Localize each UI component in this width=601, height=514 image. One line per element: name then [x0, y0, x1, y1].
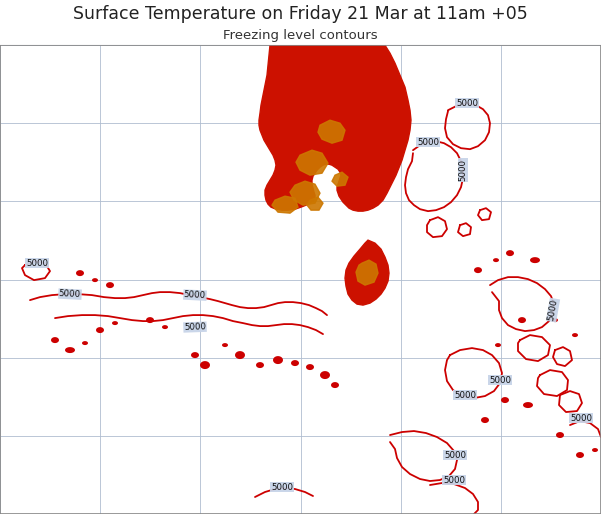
Polygon shape	[332, 172, 348, 186]
Polygon shape	[273, 356, 283, 364]
Polygon shape	[307, 197, 323, 210]
Polygon shape	[106, 282, 114, 288]
Text: Freezing level contours: Freezing level contours	[223, 29, 378, 42]
Text: 5000: 5000	[417, 138, 439, 146]
Polygon shape	[493, 258, 499, 262]
Polygon shape	[552, 318, 558, 322]
Polygon shape	[576, 452, 584, 458]
Polygon shape	[592, 448, 598, 452]
Text: Surface Temperature on Friday 21 Mar at 11am +05: Surface Temperature on Friday 21 Mar at …	[73, 5, 528, 23]
Polygon shape	[481, 417, 489, 423]
Polygon shape	[112, 321, 118, 325]
Polygon shape	[556, 432, 564, 438]
Text: 5000: 5000	[459, 159, 468, 181]
Polygon shape	[291, 360, 299, 366]
Polygon shape	[318, 120, 345, 143]
Polygon shape	[65, 347, 75, 353]
Polygon shape	[501, 397, 509, 403]
Text: 5000: 5000	[489, 376, 511, 384]
Polygon shape	[146, 317, 154, 323]
Polygon shape	[256, 362, 264, 368]
Polygon shape	[356, 260, 378, 285]
Polygon shape	[296, 150, 328, 175]
Polygon shape	[222, 343, 228, 347]
Polygon shape	[320, 371, 330, 379]
Text: 5000: 5000	[184, 322, 206, 332]
Text: 5000: 5000	[456, 99, 478, 108]
Polygon shape	[272, 196, 298, 213]
Text: 5000: 5000	[547, 299, 560, 322]
Polygon shape	[290, 181, 320, 205]
Text: 5000: 5000	[59, 289, 81, 299]
Text: 5000: 5000	[443, 475, 465, 485]
Text: 5000: 5000	[26, 259, 48, 268]
Polygon shape	[518, 317, 526, 323]
Text: 5000: 5000	[444, 451, 466, 460]
Polygon shape	[572, 333, 578, 337]
Polygon shape	[162, 325, 168, 329]
Polygon shape	[530, 257, 540, 263]
Polygon shape	[92, 278, 98, 282]
Polygon shape	[474, 267, 482, 273]
Polygon shape	[235, 351, 245, 359]
Polygon shape	[191, 352, 199, 358]
Text: 5000: 5000	[184, 290, 206, 300]
Polygon shape	[523, 402, 533, 408]
Polygon shape	[51, 337, 59, 343]
Polygon shape	[345, 240, 389, 305]
Polygon shape	[306, 364, 314, 370]
Text: 5000: 5000	[271, 483, 293, 491]
Polygon shape	[76, 270, 84, 276]
Text: 5000: 5000	[454, 391, 476, 399]
Polygon shape	[200, 361, 210, 369]
Text: 5000: 5000	[570, 414, 592, 423]
Polygon shape	[506, 250, 514, 256]
Polygon shape	[82, 341, 88, 345]
Polygon shape	[495, 343, 501, 347]
Polygon shape	[96, 327, 104, 333]
Polygon shape	[259, 45, 411, 211]
Polygon shape	[331, 382, 339, 388]
